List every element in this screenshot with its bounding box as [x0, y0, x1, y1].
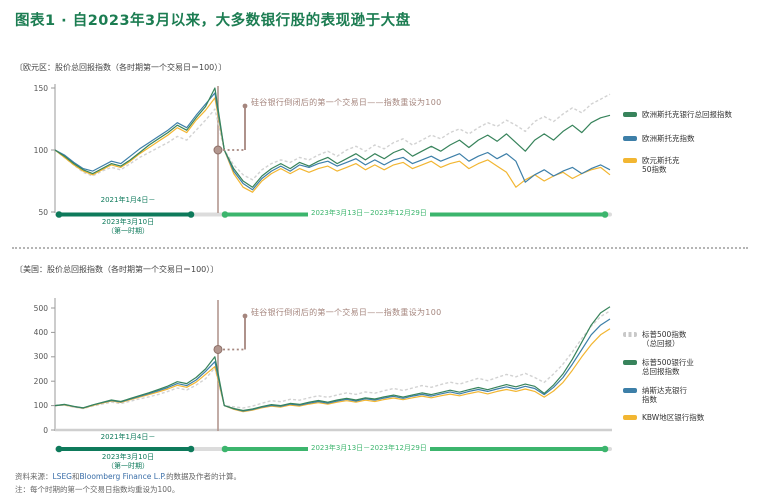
panel2-period1-label-above: 2021年1月4日－: [100, 433, 156, 441]
legend-item: 欧洲斯托克指数: [623, 134, 695, 143]
y-tick-label: 100: [33, 145, 48, 155]
source-label: 资料来源：: [15, 472, 53, 481]
panel1-period1-label-below1: 2023年3月10日: [101, 218, 155, 226]
period-endpoint-dot: [187, 211, 195, 218]
period-endpoint-dot: [55, 445, 63, 453]
panel2-period2-label: 2023年3月13日－2023年12月29日: [308, 443, 430, 452]
panel-divider: [12, 247, 748, 249]
legend-swatch: [623, 158, 637, 163]
annotation-end-dot: [242, 313, 248, 319]
panel1-event-annotation: 硅谷银行倒闭后的第一个交易日——指数重设为100: [251, 98, 442, 107]
panel2-period1-label-below1: 2023年3月10日: [101, 453, 155, 461]
legend-item: 标普500银行业 总回报指数: [623, 358, 694, 376]
legend-item: 欧元斯托克 50指数: [623, 156, 680, 174]
legend-label: 欧洲斯托克指数: [642, 134, 695, 143]
panel1-period1-label-above: 2021年1月4日－: [100, 196, 156, 204]
period-endpoint-dot: [55, 211, 63, 218]
period-endpoint-dot: [601, 211, 609, 218]
period1-segment: [57, 212, 193, 217]
source-suffix: 的数据及作者的计算。: [166, 472, 242, 481]
y-tick-label: 400: [33, 327, 48, 337]
y-tick-label: 150: [33, 83, 48, 93]
y-tick-label: 0: [43, 425, 48, 435]
legend-item: 纳斯达克银行 指数: [623, 386, 687, 404]
legend-swatch: [623, 360, 637, 365]
footer-source-line: 资料来源：LSEG和Bloomberg Finance L.P.的数据及作者的计…: [15, 471, 241, 482]
series-market-dashed: [54, 310, 611, 410]
y-tick-label: 500: [33, 303, 48, 313]
page-title: 图表1 · 自2023年3月以来，大多数银行股的表现逊于大盘: [15, 13, 411, 29]
y-tick-label: 100: [33, 401, 48, 411]
period-endpoint-dot: [601, 445, 609, 453]
source-link-lseg[interactable]: LSEG: [52, 472, 73, 481]
panel1-period2-label: 2023年3月13日－2023年12月29日: [308, 209, 430, 217]
source-conjunction: 和: [72, 472, 80, 481]
series-line: [54, 328, 611, 413]
panel2-period1-label-below2: （第一时期）: [107, 462, 149, 470]
legend-label: 标普500银行业 总回报指数: [642, 358, 694, 376]
y-tick-label: 50: [38, 207, 48, 217]
source-link-bloomberg[interactable]: Bloomberg Finance L.P.: [79, 472, 167, 481]
legend-item: 标普500指数 （总回报）: [623, 330, 686, 348]
legend-swatch: [623, 136, 637, 141]
legend-label: 欧洲斯托克银行总回报指数: [642, 110, 732, 119]
series-line: [54, 97, 611, 193]
legend-swatch: [623, 332, 637, 337]
period-endpoint-dot: [187, 445, 195, 453]
legend-item: KBW地区银行指数: [623, 413, 704, 422]
period-endpoint-dot: [221, 211, 229, 218]
panel2-subtitle: 〔美国：股价总回报指数（各时期第一个交易日＝100）〕: [15, 265, 219, 274]
annotation-end-dot: [242, 103, 248, 109]
legend-label: 纳斯达克银行 指数: [642, 386, 687, 404]
legend-swatch: [623, 415, 637, 420]
legend-label: KBW地区银行指数: [642, 413, 705, 422]
legend-label: 欧元斯托克 50指数: [642, 156, 680, 174]
panel1-subtitle: 〔欧元区：股价总回报指数（各时期第一个交易日＝100）〕: [15, 63, 227, 72]
panel2-event-annotation: 硅谷银行倒闭后的第一个交易日——指数重设为100: [251, 308, 442, 317]
footer-note-line: 注：每个时期的第一个交易日指数均重设为100。: [15, 485, 180, 494]
period1-segment: [57, 447, 193, 451]
event-marker-circle: [213, 344, 223, 354]
legend-swatch: [623, 112, 637, 117]
legend-swatch: [623, 388, 637, 393]
event-marker-circle: [213, 145, 223, 155]
series-line: [54, 306, 611, 412]
period-endpoint-dot: [221, 445, 229, 453]
y-tick-label: 300: [33, 352, 48, 362]
panel1-period1-label-below2: （第一时期）: [107, 227, 149, 235]
legend-item: 欧洲斯托克银行总回报指数: [623, 110, 732, 119]
y-tick-label: 200: [33, 376, 48, 386]
series-line: [54, 318, 611, 412]
legend-label: 标普500指数 （总回报）: [642, 330, 687, 348]
